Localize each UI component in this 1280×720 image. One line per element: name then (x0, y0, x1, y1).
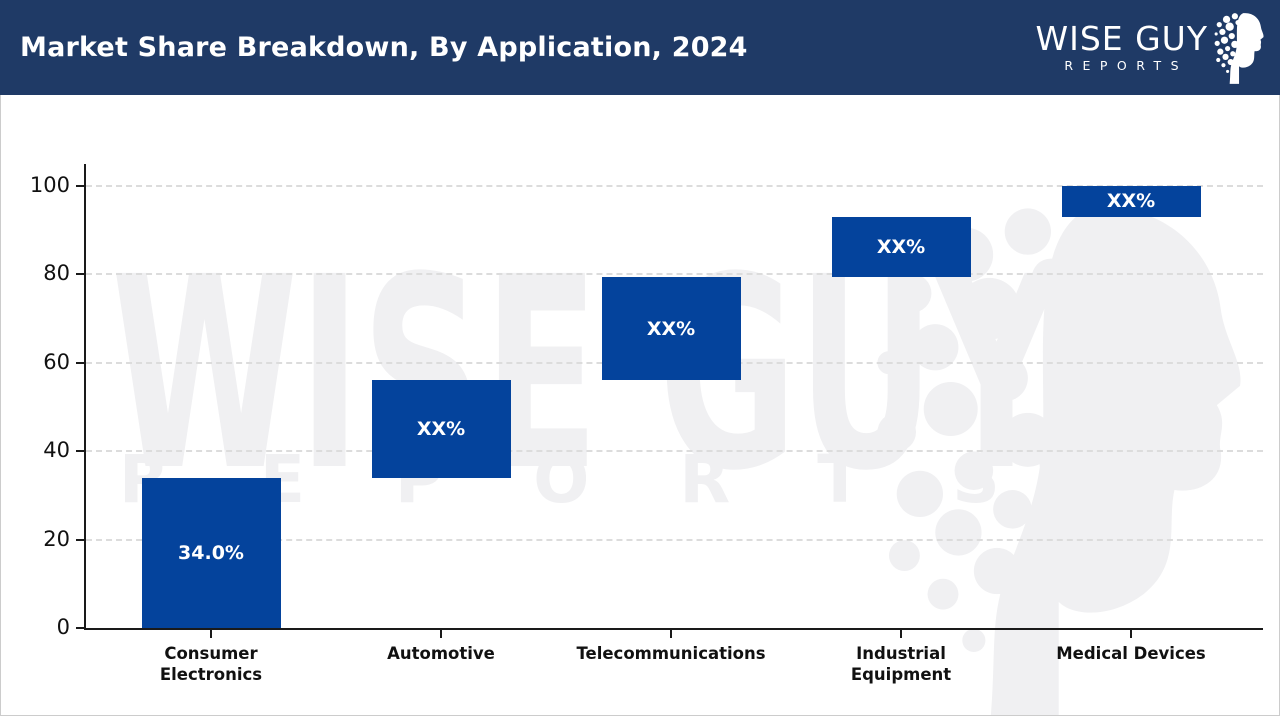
y-axis-line (84, 164, 86, 630)
logo-wordmark: WISE GUY (1035, 19, 1208, 58)
x-axis-line (84, 628, 1263, 630)
y-gridline (86, 273, 1263, 276)
logo-subtitle: REPORTS (1064, 58, 1189, 73)
y-gridline (86, 185, 1263, 187)
bar-value-label: XX% (416, 418, 466, 441)
y-tick-mark (76, 185, 84, 187)
bar-industrial-equipment: XX% (831, 216, 971, 277)
y-tick-mark (76, 627, 84, 629)
y-tick-label: 20 (43, 526, 70, 551)
bar-automotive: XX% (371, 380, 511, 478)
y-tick-mark (76, 450, 84, 453)
bar-value-label: XX% (1106, 190, 1156, 213)
x-tick-mark (900, 630, 902, 638)
y-tick-mark (76, 361, 84, 364)
report-header: Market Share Breakdown, By Application, … (0, 0, 1280, 95)
chart-area: WISE GUY REPORTS 0 20 40 60 80 100 34.0% Consum… (0, 95, 1280, 716)
x-category-label: Telecommunications (576, 644, 766, 663)
y-tick-mark (76, 538, 84, 541)
wiseguy-logo: WISE GUY REPORTS (1035, 11, 1264, 84)
y-tick-label: 60 (43, 349, 70, 374)
y-gridline (86, 450, 1263, 453)
bar-value-label: XX% (646, 317, 696, 340)
x-tick-mark (670, 630, 672, 638)
x-tick-mark (1130, 630, 1132, 638)
wiseguy-head-icon (1212, 11, 1264, 84)
page-title: Market Share Breakdown, By Application, … (20, 32, 748, 63)
x-tick-mark (440, 630, 442, 638)
bar-consumer-electronics: 34.0% (141, 477, 281, 628)
bar-medical-devices: XX% (1061, 186, 1201, 217)
y-tick-mark (76, 273, 84, 276)
x-category-label: Industrial Equipment (850, 644, 952, 684)
x-category-label: Consumer Electronics (159, 644, 263, 684)
waterfall-plot: 0 20 40 60 80 100 34.0% Consumer Electronics XX%… (1, 95, 1279, 715)
y-gridline (86, 538, 1263, 541)
bar-value-label: XX% (876, 235, 926, 258)
y-tick-label: 80 (43, 261, 70, 286)
x-tick-mark (210, 630, 212, 638)
x-category-label: Medical Devices (1056, 644, 1206, 663)
y-tick-label: 0 (56, 615, 70, 639)
bar-value-label: 34.0% (178, 541, 244, 564)
y-tick-label: 100 (29, 173, 70, 197)
x-category-label: Automotive (387, 644, 495, 663)
y-tick-label: 40 (43, 438, 70, 463)
bar-telecommunications: XX% (601, 276, 741, 381)
